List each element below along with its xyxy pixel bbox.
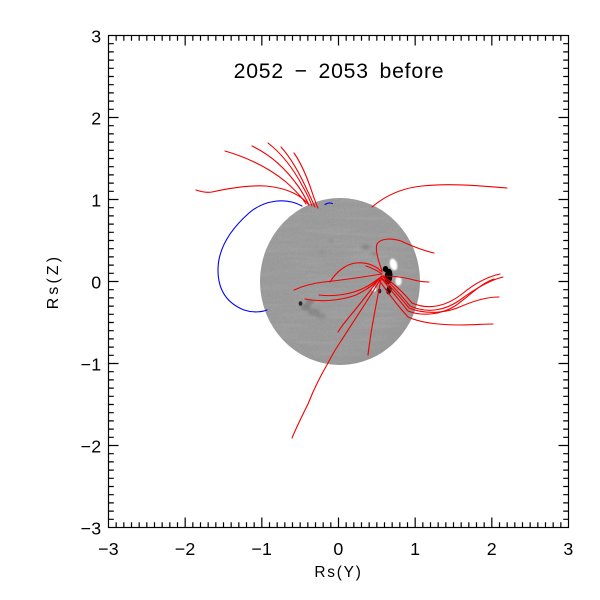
svg-text:0: 0 xyxy=(333,539,343,559)
svg-text:−1: −1 xyxy=(251,539,272,559)
svg-text:Rs(Z): Rs(Z) xyxy=(45,254,62,309)
svg-text:−1: −1 xyxy=(81,355,102,375)
svg-text:−3: −3 xyxy=(98,539,119,559)
svg-text:−2: −2 xyxy=(175,539,196,559)
svg-text:1: 1 xyxy=(410,539,420,559)
svg-text:2052 − 2053 before: 2052 − 2053 before xyxy=(234,60,445,83)
svg-text:3: 3 xyxy=(563,539,573,559)
svg-text:3: 3 xyxy=(91,27,101,47)
svg-text:2: 2 xyxy=(487,539,497,559)
svg-text:−2: −2 xyxy=(81,437,102,457)
svg-text:0: 0 xyxy=(91,273,101,293)
svg-text:−3: −3 xyxy=(81,519,102,539)
svg-text:1: 1 xyxy=(91,191,101,211)
svg-text:Rs(Y): Rs(Y) xyxy=(314,564,362,581)
svg-text:2: 2 xyxy=(91,109,101,129)
